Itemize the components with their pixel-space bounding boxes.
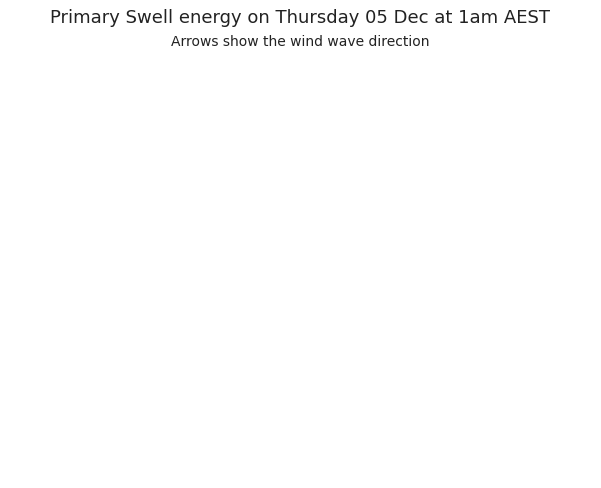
Text: Primary Swell energy on Thursday 05 Dec at 1am AEST: Primary Swell energy on Thursday 05 Dec … bbox=[50, 9, 551, 27]
Text: Arrows show the wind wave direction: Arrows show the wind wave direction bbox=[171, 35, 430, 49]
